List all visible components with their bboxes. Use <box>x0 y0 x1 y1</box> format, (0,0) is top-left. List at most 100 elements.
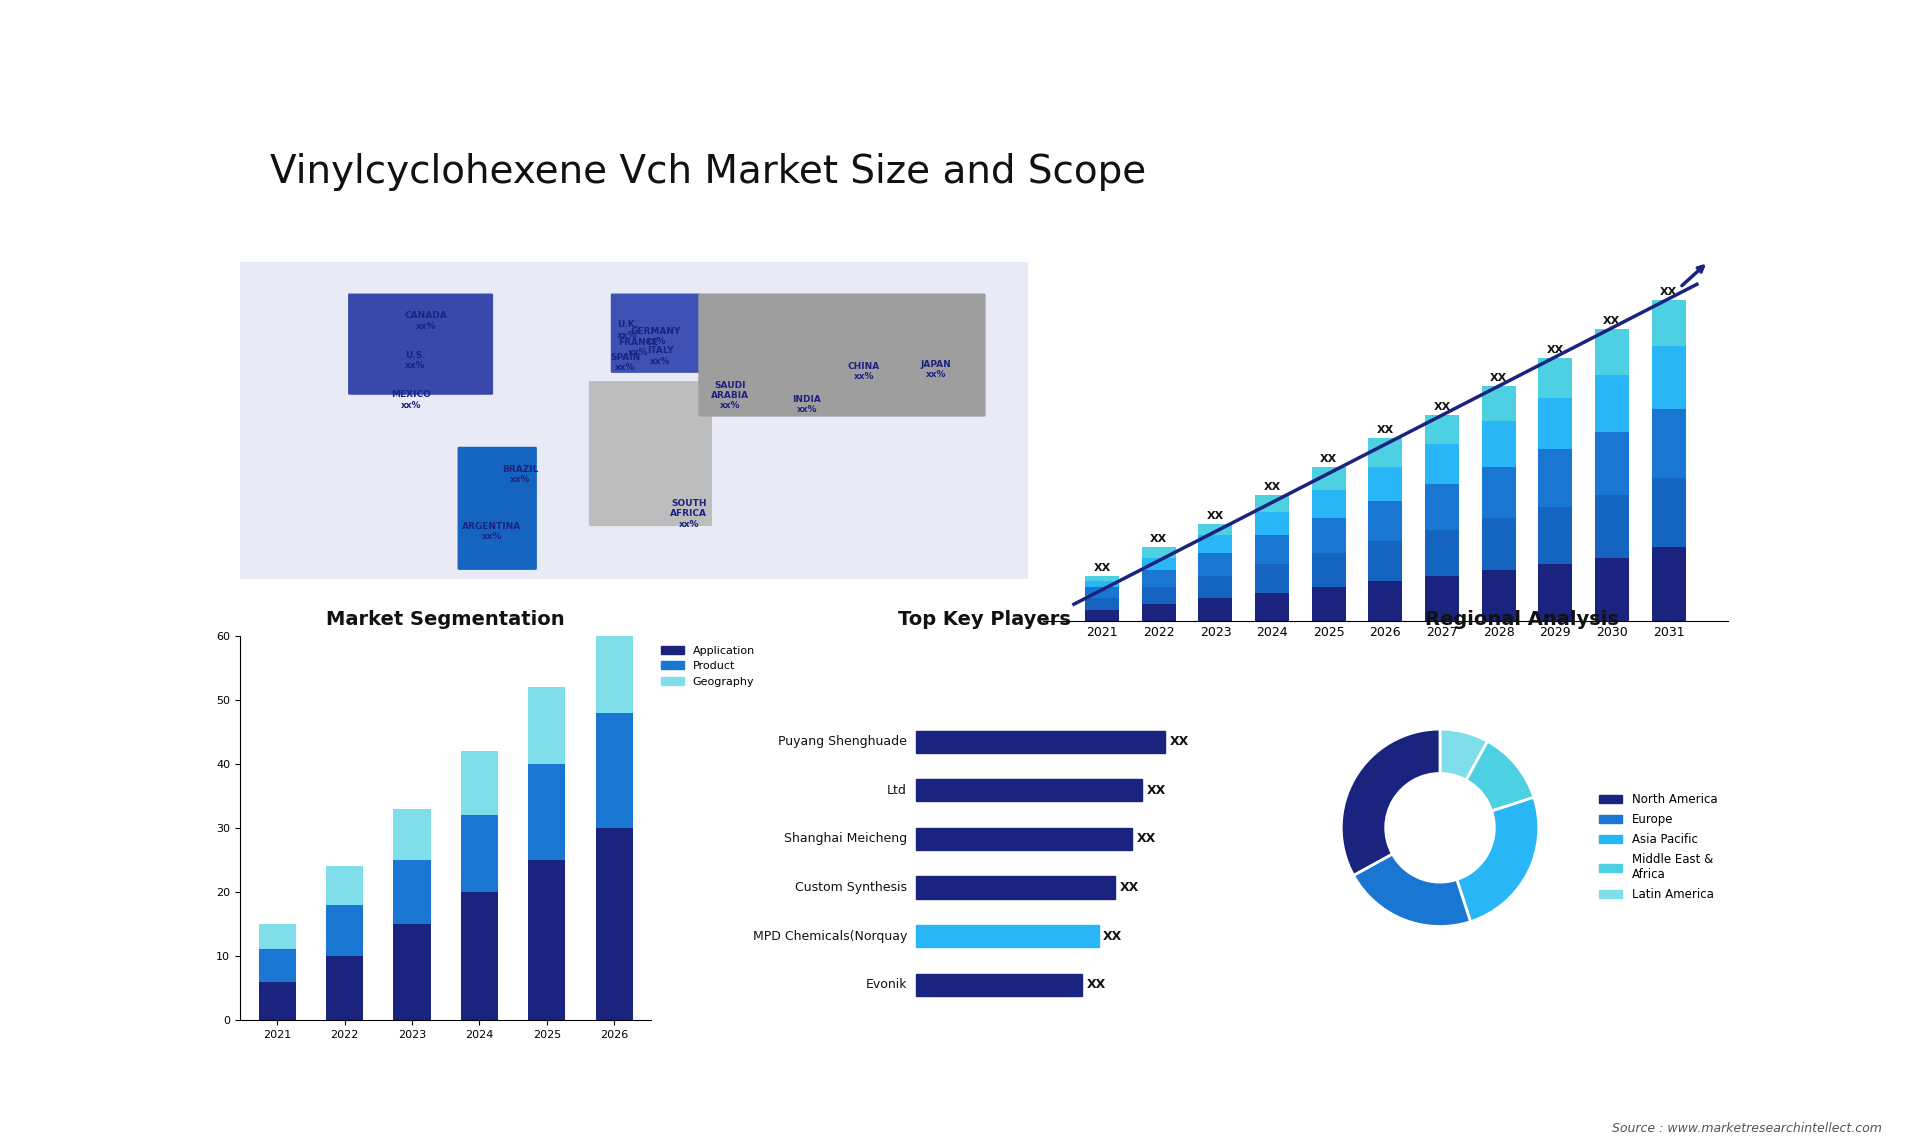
Text: MARKET
RESEARCH
INTELLECT: MARKET RESEARCH INTELLECT <box>1766 46 1824 80</box>
Bar <box>1369 541 1402 581</box>
Bar <box>1369 438 1402 466</box>
Bar <box>394 924 430 1020</box>
Bar <box>1369 466 1402 501</box>
Text: SPAIN
xx%: SPAIN xx% <box>611 353 641 372</box>
Bar <box>259 981 296 1020</box>
Bar <box>326 904 363 956</box>
Bar <box>1256 592 1288 621</box>
Bar <box>1142 547 1175 558</box>
Text: XX: XX <box>1490 374 1507 384</box>
Title: Market Segmentation: Market Segmentation <box>326 610 564 628</box>
Bar <box>1596 558 1628 621</box>
Bar <box>1596 495 1628 558</box>
Title: Top Key Players: Top Key Players <box>897 610 1071 628</box>
Bar <box>1651 478 1686 547</box>
Text: CANADA
xx%: CANADA xx% <box>405 312 447 331</box>
Text: FRANCE
xx%: FRANCE xx% <box>618 338 659 358</box>
Bar <box>1256 564 1288 592</box>
Title: Regional Analysis: Regional Analysis <box>1425 610 1619 628</box>
Bar <box>1085 575 1119 581</box>
Bar <box>1482 386 1515 421</box>
Bar <box>1538 564 1572 621</box>
Bar <box>394 809 430 860</box>
Bar <box>1256 535 1288 564</box>
Text: Vinylcyclohexene Vch Market Size and Scope: Vinylcyclohexene Vch Market Size and Sco… <box>269 152 1146 190</box>
Bar <box>1369 581 1402 621</box>
Text: U.K.
xx%: U.K. xx% <box>616 320 637 339</box>
Text: CHINA
xx%: CHINA xx% <box>849 362 879 382</box>
Text: ARGENTINA
xx%: ARGENTINA xx% <box>463 521 522 541</box>
Bar <box>1085 581 1119 587</box>
Bar <box>1651 300 1686 346</box>
FancyBboxPatch shape <box>589 382 710 525</box>
Bar <box>1596 432 1628 495</box>
Legend: North America, Europe, Asia Pacific, Middle East &
Africa, Latin America: North America, Europe, Asia Pacific, Mid… <box>1594 788 1722 905</box>
Bar <box>1425 529 1459 575</box>
Text: JAPAN
xx%: JAPAN xx% <box>922 360 952 379</box>
Bar <box>1482 421 1515 466</box>
Bar <box>528 763 564 860</box>
Bar <box>1651 409 1686 478</box>
Bar <box>1651 547 1686 621</box>
Bar <box>461 751 497 815</box>
Bar <box>461 815 497 892</box>
Bar <box>1425 415 1459 444</box>
FancyBboxPatch shape <box>349 295 492 394</box>
Bar <box>1538 398 1572 449</box>
Bar <box>259 924 296 950</box>
Bar <box>1142 570 1175 587</box>
Text: SOUTH
AFRICA
xx%: SOUTH AFRICA xx% <box>670 499 707 528</box>
FancyBboxPatch shape <box>699 295 985 416</box>
Bar <box>461 892 497 1020</box>
Text: XX: XX <box>1150 534 1167 544</box>
Bar <box>1198 552 1233 575</box>
Bar <box>595 827 634 1020</box>
Bar <box>394 860 430 924</box>
Text: BRAZIL
xx%: BRAZIL xx% <box>501 464 538 484</box>
Text: U.S.
xx%: U.S. xx% <box>405 351 426 370</box>
Legend: Application, Product, Geography: Application, Product, Geography <box>657 642 758 691</box>
Text: XX: XX <box>1208 511 1225 521</box>
Bar <box>1425 444 1459 484</box>
Bar <box>1538 358 1572 398</box>
Bar <box>1538 449 1572 507</box>
Bar <box>1085 610 1119 621</box>
Text: XX: XX <box>1548 345 1565 355</box>
Bar <box>528 686 564 763</box>
Text: Source : www.marketresearchintellect.com: Source : www.marketresearchintellect.com <box>1611 1122 1882 1135</box>
FancyBboxPatch shape <box>611 295 701 372</box>
Bar <box>1596 329 1628 375</box>
Text: XX: XX <box>1321 454 1338 464</box>
Bar <box>1538 507 1572 564</box>
Text: MEXICO
xx%: MEXICO xx% <box>392 391 430 409</box>
Bar <box>1142 587 1175 604</box>
Bar <box>528 860 564 1020</box>
Text: XX: XX <box>1094 563 1112 573</box>
Bar <box>1198 575 1233 598</box>
Text: XX: XX <box>1661 288 1678 298</box>
Bar <box>1198 524 1233 535</box>
Bar <box>1311 552 1346 587</box>
Polygon shape <box>1711 14 1880 73</box>
Bar <box>1311 518 1346 552</box>
Text: INDIA
xx%: INDIA xx% <box>793 394 822 414</box>
Bar <box>1369 501 1402 541</box>
Bar <box>1425 575 1459 621</box>
Bar <box>1425 484 1459 529</box>
Bar <box>1142 558 1175 570</box>
Bar <box>1198 535 1233 552</box>
Bar <box>595 713 634 827</box>
Bar <box>1256 512 1288 535</box>
Text: XX: XX <box>1263 482 1281 493</box>
Text: XX: XX <box>1377 425 1394 435</box>
Text: XX: XX <box>1603 316 1620 327</box>
Text: ITALY
xx%: ITALY xx% <box>647 346 674 366</box>
Bar <box>1651 346 1686 409</box>
Text: SAUDI
ARABIA
xx%: SAUDI ARABIA xx% <box>710 380 749 410</box>
FancyBboxPatch shape <box>459 447 536 570</box>
Bar <box>1311 489 1346 518</box>
Bar <box>326 956 363 1020</box>
Bar <box>1198 598 1233 621</box>
Bar <box>1311 587 1346 621</box>
Bar <box>1482 570 1515 621</box>
